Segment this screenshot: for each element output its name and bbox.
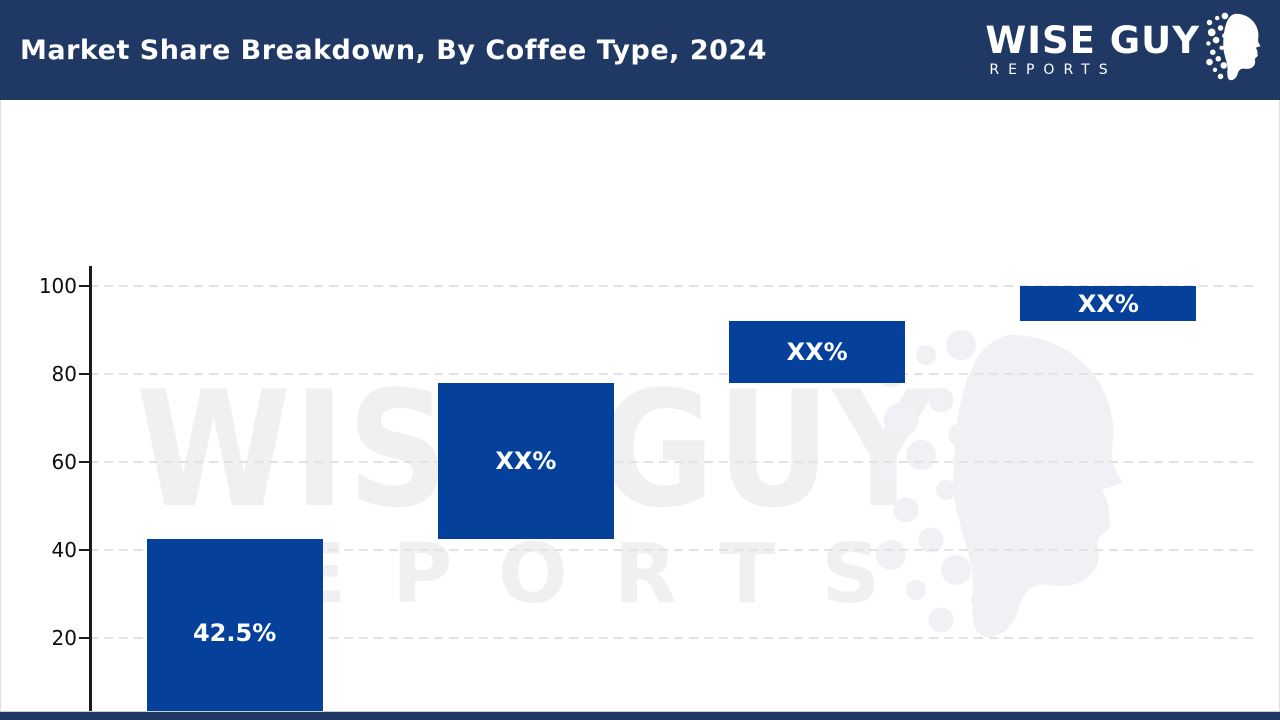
y-tick-label: 80 [51,362,77,386]
footer-bar [0,711,1280,720]
chart-area: WISE GUY REPORTS 02040608010042.5%XX%XX%… [0,100,1280,720]
brand-logo: WISE GUY REPORTS [985,8,1270,92]
y-gridline [89,461,1254,463]
y-gridline [89,373,1254,375]
header-bar: Market Share Breakdown, By Coffee Type, … [0,0,1280,100]
wise-guy-head-icon [1206,12,1261,81]
y-tick-label: 60 [51,450,77,474]
bar-chart: WISE GUY REPORTS 02040608010042.5%XX%XX%… [1,100,1280,720]
y-axis-line [89,266,92,720]
watermark-head-icon [876,330,1124,638]
bar-value-label: XX% [1077,289,1139,318]
y-gridline [89,637,1254,639]
y-gridline [89,549,1254,551]
y-gridline [89,285,1254,287]
y-tick-mark [79,549,89,551]
bar-value-label: XX% [786,337,848,366]
bar-arabica: 42.5% [146,539,323,720]
y-tick-mark [79,637,89,639]
bar-value-label: 42.5% [192,618,277,647]
brand-logo-text: WISE GUY REPORTS [985,19,1200,79]
bar-value-label: XX% [495,446,557,475]
bar-liberica: XX% [729,321,906,383]
page-title: Market Share Breakdown, By Coffee Type, … [20,34,767,66]
bar-robusta: XX% [437,382,614,539]
y-tick-mark [79,285,89,287]
bar-excelsa: XX% [1020,286,1197,322]
logo-wordmark: WISE GUY [985,19,1200,62]
logo-subtext: REPORTS [989,62,1117,78]
y-tick-label: 40 [51,538,77,562]
y-tick-mark [79,461,89,463]
y-tick-label: 100 [38,274,77,298]
y-tick-label: 20 [51,626,77,650]
y-tick-mark [79,373,89,375]
